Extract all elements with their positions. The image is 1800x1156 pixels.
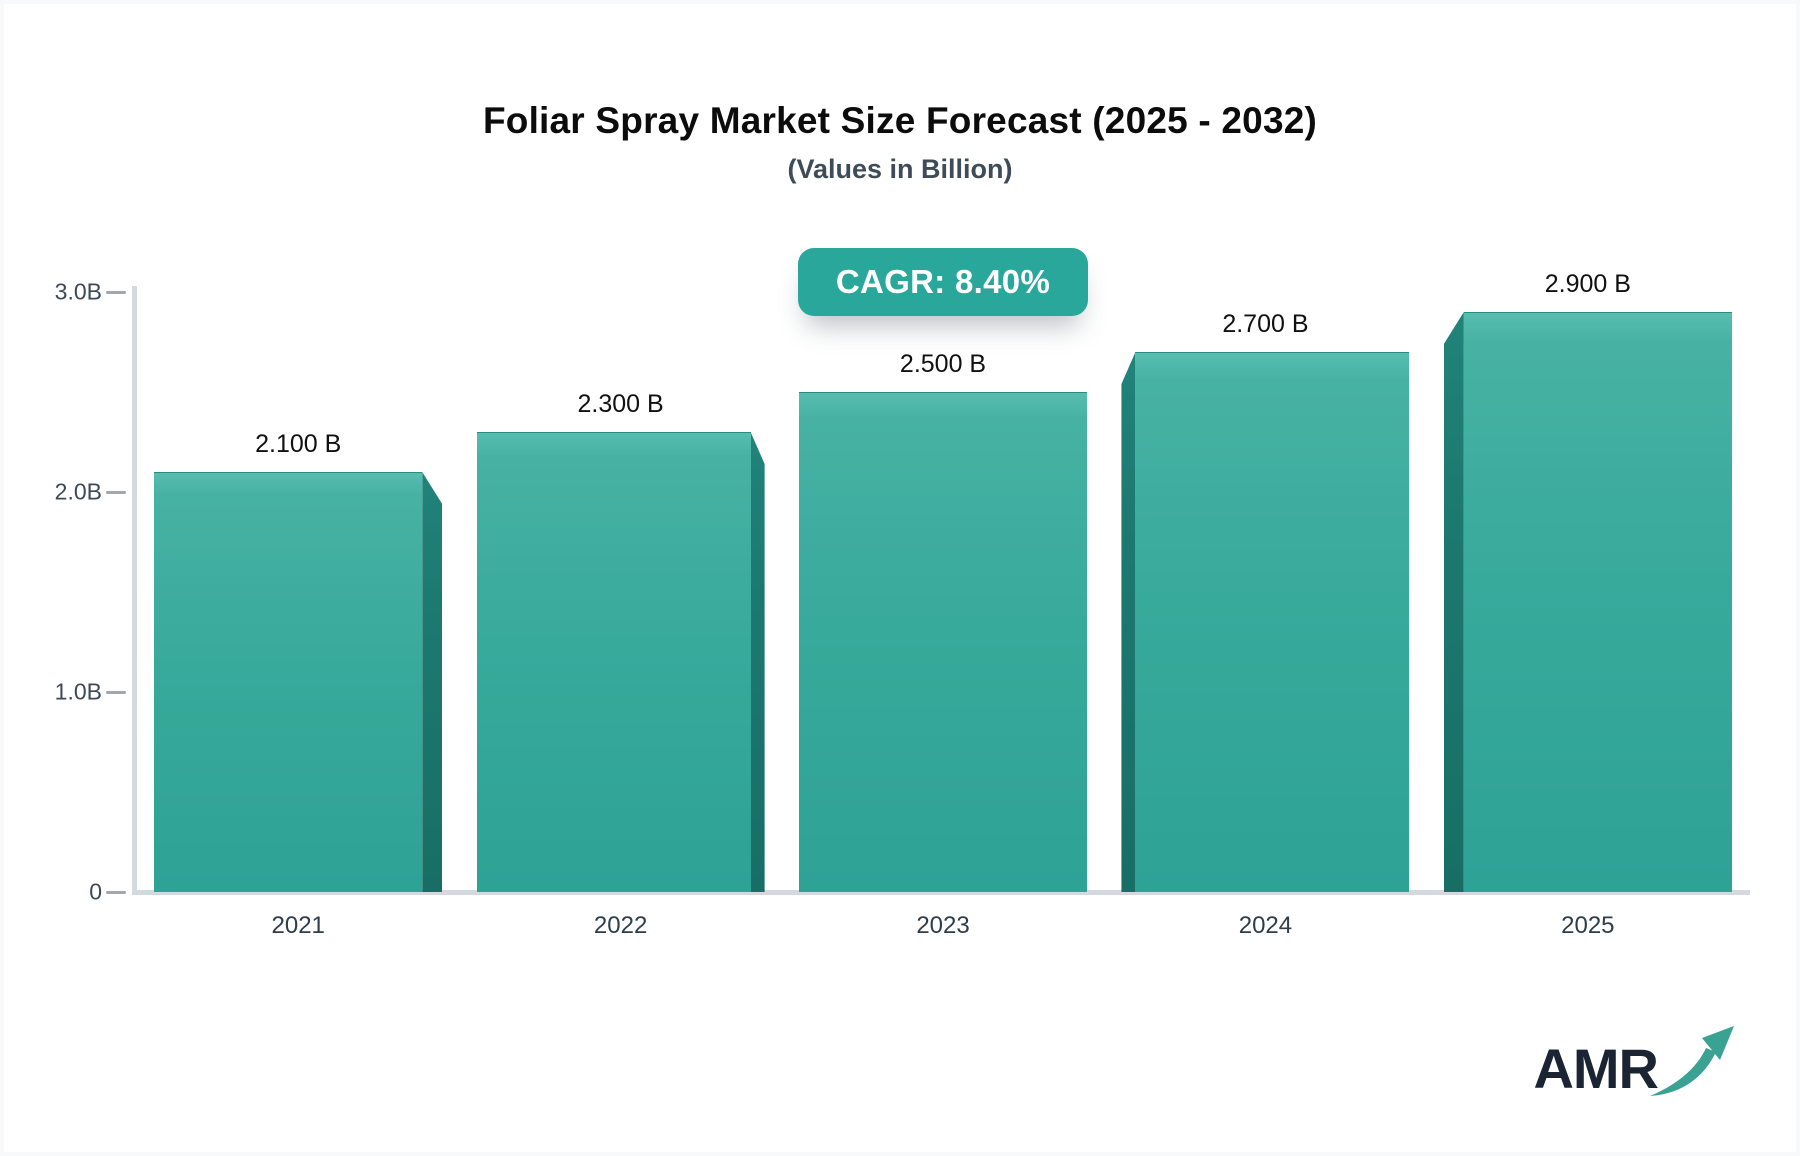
- plot-area: 2.100 B 2.300 B 2.500 B 2.700 B 2.900 B: [137, 270, 1749, 892]
- y-axis: 3.0B 2.0B 1.0B 0: [4, 279, 132, 905]
- bar-body: [1463, 312, 1732, 892]
- bar-body: [154, 472, 423, 892]
- y-tick-label: 3.0B: [54, 278, 102, 305]
- bar-slot-2021: 2.100 B: [137, 292, 459, 892]
- amr-logo-text: AMR: [1533, 1036, 1659, 1100]
- bar-value-label-2021: 2.100 B: [255, 430, 342, 458]
- bar-body: [1135, 352, 1410, 892]
- x-axis-label-2021: 2021: [271, 912, 325, 939]
- bar-value-label-2024: 2.700 B: [1222, 310, 1309, 338]
- y-tick-mark: [106, 491, 126, 494]
- bar-3d-edge: [422, 472, 443, 892]
- bar-value-label-2023: 2.500 B: [899, 350, 987, 378]
- x-axis-label-2025: 2025: [1561, 912, 1615, 939]
- bar-slot-2022: 2.300 B: [459, 292, 781, 892]
- bar-2024: 2.700 B: [1121, 310, 1410, 892]
- bar-3d-edge: [1121, 352, 1136, 892]
- y-tick-label: 2.0B: [54, 478, 102, 505]
- chart-subtitle: (Values in Billion): [787, 154, 1013, 184]
- amr-logo: AMR: [1533, 1026, 1738, 1104]
- bar-slot-2023: 2.500 B: [782, 292, 1104, 892]
- y-axis-line: [132, 286, 137, 894]
- y-tick-mark: [106, 291, 126, 294]
- cagr-badge: CAGR: 8.40%: [797, 248, 1089, 316]
- chart-title: Foliar Spray Market Size Forecast (2025 …: [482, 100, 1318, 141]
- growth-arrow-icon: [1650, 1026, 1734, 1096]
- bar-2021: 2.100 B: [154, 430, 443, 892]
- x-axis-label-2023: 2023: [916, 912, 970, 939]
- badge-row: CAGR: 8.40%: [137, 248, 1749, 316]
- x-axis-label-2024: 2024: [1238, 912, 1293, 939]
- bar-value-label-2025: 2.900 B: [1544, 270, 1631, 298]
- bar-body: [476, 432, 751, 892]
- y-tick-label: 1.0B: [54, 678, 102, 705]
- bar-2023: 2.500 B: [799, 350, 1088, 892]
- bar-2025: 2.900 B: [1443, 270, 1732, 892]
- x-axis-labels: 2021 2022 2023 2024 2025: [137, 912, 1749, 940]
- x-axis-label-2022: 2022: [593, 912, 648, 939]
- y-tick-mark: [106, 691, 126, 694]
- bar-3d-edge: [750, 432, 765, 892]
- bar-3d-edge: [1443, 312, 1464, 892]
- bar-2022: 2.300 B: [476, 390, 765, 892]
- bar-body: [799, 392, 1088, 892]
- y-tick-label: 0: [89, 878, 102, 905]
- x-axis-line: [132, 890, 1750, 895]
- bar-slot-2025: 2.900 B: [1427, 270, 1749, 892]
- bar-slot-2024: 2.700 B: [1104, 292, 1426, 892]
- y-tick-mark: [106, 891, 126, 894]
- bar-value-label-2022: 2.300 B: [577, 390, 664, 418]
